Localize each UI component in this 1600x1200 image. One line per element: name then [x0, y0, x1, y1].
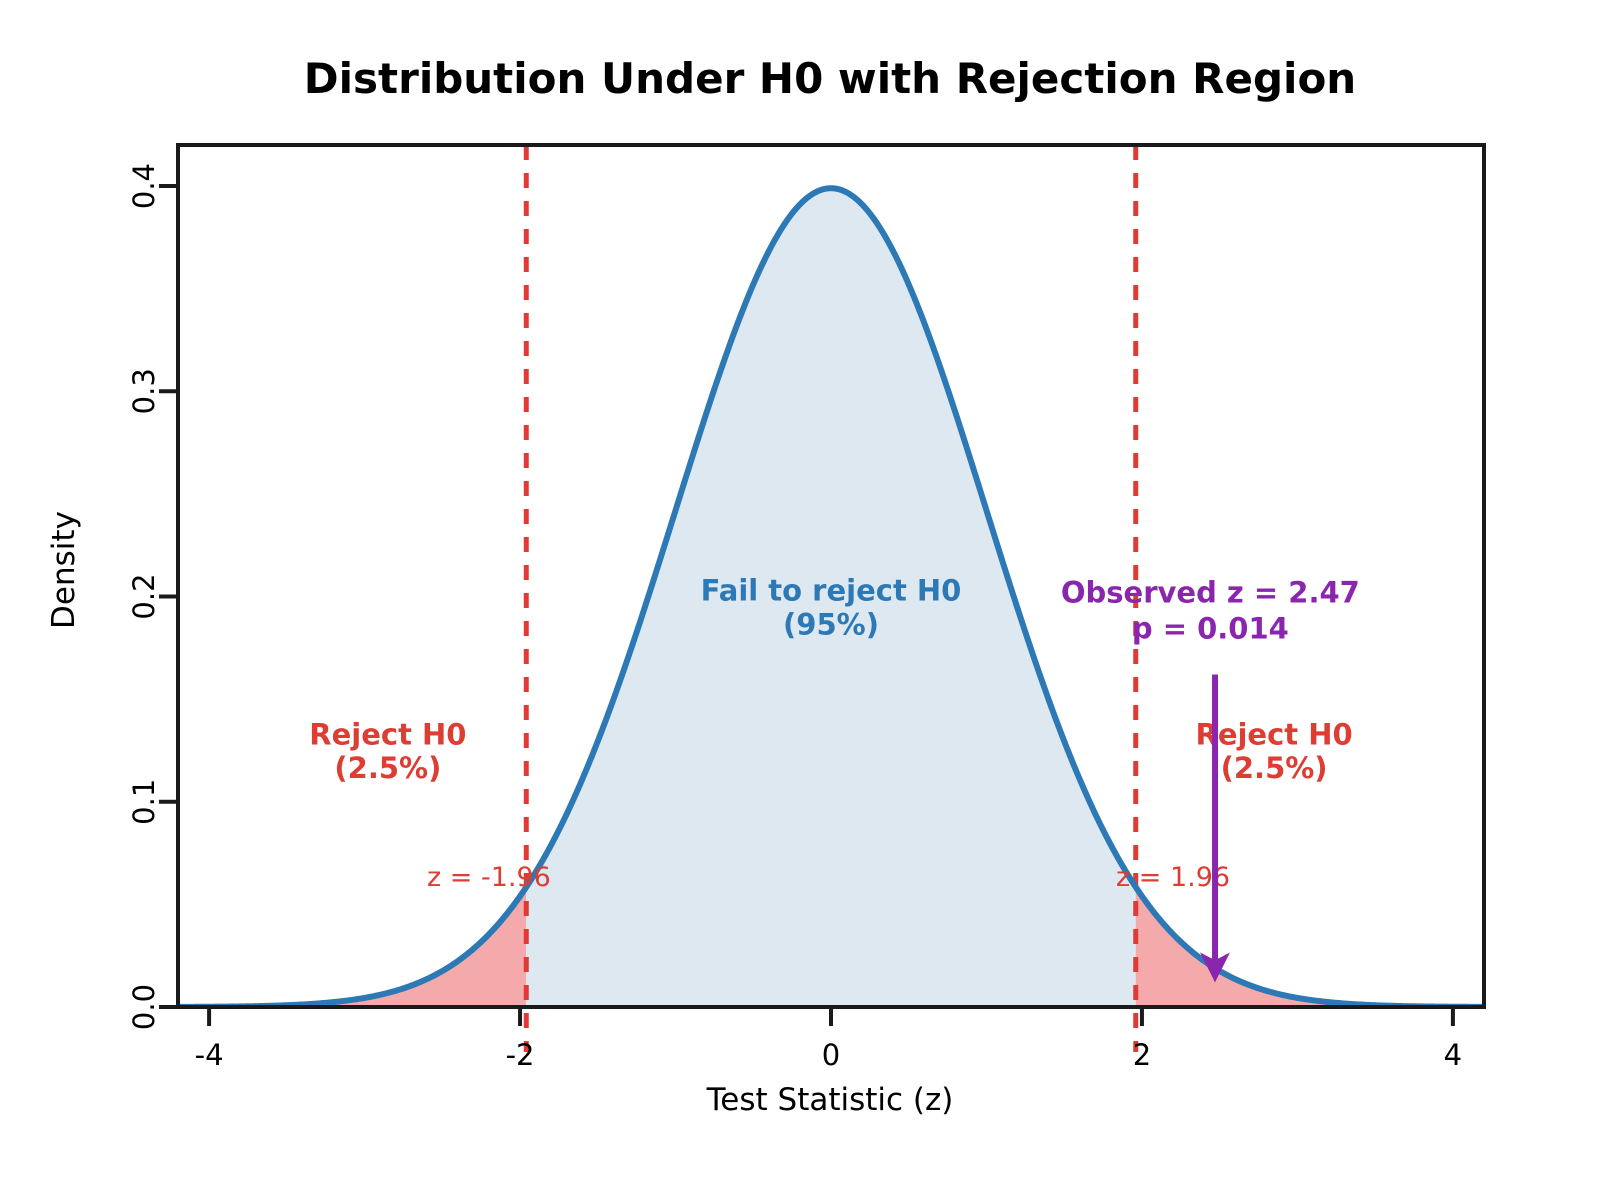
x-tick-label: -4: [195, 1038, 224, 1072]
x-tick-label: 0: [822, 1038, 840, 1072]
observed-z-annotation: Observed z = 2.47 p = 0.014: [1061, 576, 1360, 646]
right-rejection-annotation: Reject H0 (2.5%): [1195, 717, 1352, 785]
density-curve: [178, 185, 1484, 1007]
critical-value-left-label: z = -1.96: [427, 862, 551, 893]
y-tick-label: 0.0: [127, 984, 161, 1030]
x-tick-label: 4: [1444, 1038, 1462, 1072]
y-axis: 0.0 0.1 0.2 0.3 0.4: [127, 163, 178, 1030]
lower-rejection-region: [178, 887, 527, 1007]
critical-value-lines: [523, 145, 1139, 1052]
reject-left-label-line2: (2.5%): [334, 751, 441, 785]
y-tick-label: 0.3: [127, 368, 161, 414]
x-axis: -4 -2 0 2 4: [195, 1007, 1462, 1072]
y-axis-title: Density: [46, 511, 82, 629]
x-tick-label: -2: [506, 1038, 535, 1072]
fail-to-reject-label-line1: Fail to reject H0: [701, 574, 962, 608]
normal-density-line: [178, 185, 1484, 1007]
acceptance-region: [526, 188, 1136, 1007]
fail-to-reject-label-line2: (95%): [783, 607, 879, 641]
x-tick-label: 2: [1133, 1038, 1151, 1072]
reject-left-label-line1: Reject H0: [309, 717, 466, 751]
chart-title: Distribution Under H0 with Rejection Reg…: [304, 54, 1356, 103]
left-rejection-annotation: Reject H0 (2.5%): [309, 717, 466, 785]
y-tick-label: 0.1: [127, 779, 161, 825]
critical-value-right-label: z = 1.96: [1116, 862, 1230, 893]
observed-z-label-line1: Observed z = 2.47: [1061, 576, 1360, 610]
observed-z-label-line2: p = 0.014: [1132, 612, 1289, 646]
reject-right-label-line2: (2.5%): [1221, 751, 1328, 785]
y-tick-label: 0.4: [127, 163, 161, 209]
reject-right-label-line1: Reject H0: [1195, 717, 1352, 751]
y-tick-label: 0.2: [127, 573, 161, 619]
x-axis-title: Test Statistic (z): [706, 1082, 954, 1118]
acceptance-region-annotation: Fail to reject H0 (95%): [701, 574, 962, 642]
